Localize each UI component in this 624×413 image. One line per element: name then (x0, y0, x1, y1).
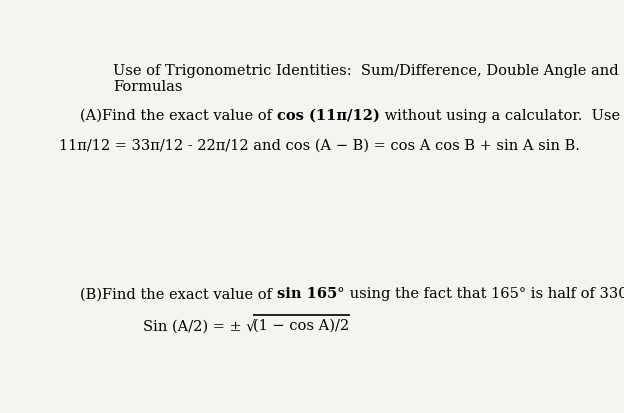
Text: cos (11π/12): cos (11π/12) (277, 108, 380, 122)
Text: sin 165°: sin 165° (277, 287, 344, 300)
Text: (B)Find the exact value of: (B)Find the exact value of (80, 287, 277, 300)
Text: Sin (A/2) = ± √: Sin (A/2) = ± √ (144, 318, 256, 332)
Text: Formulas: Formulas (113, 80, 182, 94)
Text: using the fact that 165° is half of 330°.  Use: using the fact that 165° is half of 330°… (344, 287, 624, 300)
Text: Use of Trigonometric Identities:  Sum/Difference, Double Angle and Half Angle: Use of Trigonometric Identities: Sum/Dif… (113, 64, 624, 78)
Text: without using a calculator.  Use the fact that: without using a calculator. Use the fact… (380, 108, 624, 122)
Text: 11π/12 = 33π/12 - 22π/12 and cos (A − B) = cos A cos B + sin A sin B.: 11π/12 = 33π/12 - 22π/12 and cos (A − B)… (59, 139, 580, 152)
Text: (A)Find the exact value of: (A)Find the exact value of (80, 108, 277, 122)
Text: (1 − cos A)/2: (1 − cos A)/2 (253, 318, 349, 332)
